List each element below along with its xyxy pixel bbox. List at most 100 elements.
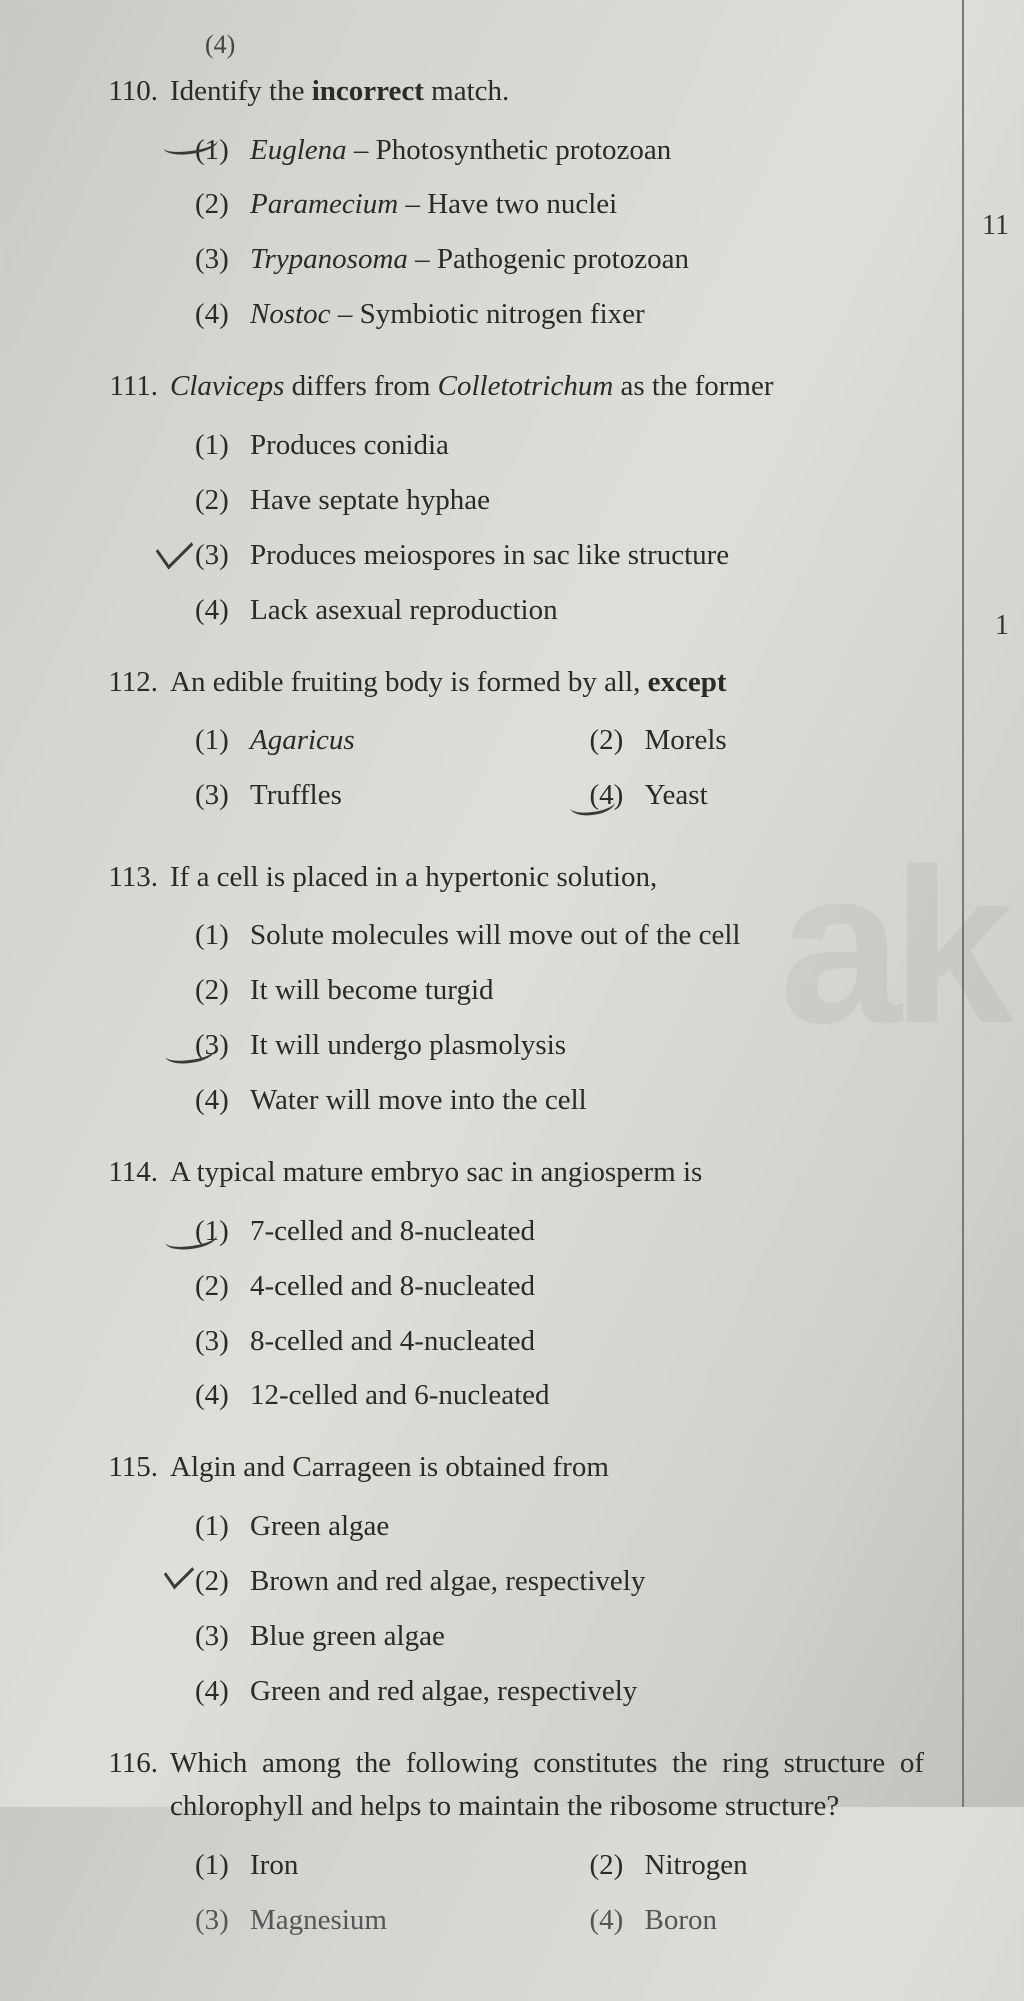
question-number: 112. <box>100 661 170 705</box>
option-number: (4) <box>195 1373 250 1418</box>
option-number: (2) <box>195 182 250 227</box>
option-text: Blue green algae <box>250 1614 984 1659</box>
option-number: (4) <box>195 1669 250 1714</box>
option: (1)7-celled and 8-nucleated <box>195 1209 984 1254</box>
pen-mark <box>156 526 194 569</box>
option: (4) Nostoc – Symbiotic nitrogen fixer <box>195 292 984 337</box>
question-number: 113. <box>100 856 170 900</box>
option: (3)Magnesium <box>195 1898 590 1943</box>
option-text: Truffles <box>250 773 590 818</box>
option-number: (3) <box>195 237 250 282</box>
option-number: (2) <box>195 1559 250 1604</box>
option-number: (2) <box>195 478 250 523</box>
option-number: (2) <box>195 1264 250 1309</box>
option: (4)Lack asexual reproduction <box>195 588 984 633</box>
question-stem: Which among the following constitutes th… <box>170 1742 984 1829</box>
option-text: It will become turgid <box>250 968 984 1013</box>
option: (3) Trypanosoma – Pathogenic protozoan <box>195 237 984 282</box>
option-text: Trypanosoma – Pathogenic protozoan <box>250 237 984 282</box>
question-stem: A typical mature embryo sac in angiosper… <box>170 1151 984 1195</box>
partial-previous-line: (4) <box>100 30 984 60</box>
option: (4)Water will move into the cell <box>195 1078 984 1123</box>
option: (1)Agaricus <box>195 718 590 763</box>
option-text: Nostoc – Symbiotic nitrogen fixer <box>250 292 984 337</box>
option-text: Brown and red algae, respectively <box>250 1559 984 1604</box>
question-stem: If a cell is placed in a hypertonic solu… <box>170 856 984 900</box>
option-number: (1) <box>195 913 250 958</box>
question-113: 113. If a cell is placed in a hypertonic… <box>100 856 984 1123</box>
option: (4)12-celled and 6-nucleated <box>195 1373 984 1418</box>
pen-mark <box>164 1554 194 1589</box>
option: (2)4-celled and 8-nucleated <box>195 1264 984 1309</box>
option-number: (4) <box>590 773 645 818</box>
option-number: (4) <box>590 1898 645 1943</box>
question-stem: Claviceps differs from Colletotrichum as… <box>170 365 984 409</box>
option: (2)Have septate hyphae <box>195 478 984 523</box>
option-text: It will undergo plasmolysis <box>250 1023 984 1068</box>
option: (1)Iron <box>195 1843 590 1888</box>
question-stem: Identify the incorrect match. <box>170 70 984 114</box>
option-text: Yeast <box>645 773 985 818</box>
question-stem: Algin and Carrageen is obtained from <box>170 1446 984 1490</box>
option: (1)Produces conidia <box>195 423 984 468</box>
option-text: Have septate hyphae <box>250 478 984 523</box>
option-text: 12-celled and 6-nucleated <box>250 1373 984 1418</box>
option-text: Boron <box>645 1898 985 1943</box>
option: (3)It will undergo plasmolysis <box>195 1023 984 1068</box>
option-number: (1) <box>195 718 250 763</box>
question-111: 111. Claviceps differs from Colletotrich… <box>100 365 984 632</box>
option-number: (2) <box>590 1843 645 1888</box>
option-text: Lack asexual reproduction <box>250 588 984 633</box>
question-number: 111. <box>100 365 170 409</box>
question-114: 114. A typical mature embryo sac in angi… <box>100 1151 984 1418</box>
option-number: (1) <box>195 128 250 173</box>
option-text: Produces conidia <box>250 423 984 468</box>
option-text: 8-celled and 4-nucleated <box>250 1319 984 1364</box>
option: (2) Paramecium – Have two nuclei <box>195 182 984 227</box>
option-number: (1) <box>195 1504 250 1549</box>
question-112: 112. An edible fruiting body is formed b… <box>100 661 984 828</box>
question-number: 110. <box>100 70 170 114</box>
option: (4)Yeast <box>590 773 985 818</box>
option-text: Paramecium – Have two nuclei <box>250 182 984 227</box>
option-number: (1) <box>195 1843 250 1888</box>
option-text: Nitrogen <box>645 1843 985 1888</box>
option-number: (3) <box>195 1023 250 1068</box>
option: (2)Nitrogen <box>590 1843 985 1888</box>
option: (1)Green algae <box>195 1504 984 1549</box>
option: (3)Produces meiospores in sac like struc… <box>195 533 984 578</box>
option: (2)Brown and red algae, respectively <box>195 1559 984 1604</box>
option-text: Green algae <box>250 1504 984 1549</box>
option-text: Agaricus <box>250 718 590 763</box>
option: (3)8-celled and 4-nucleated <box>195 1319 984 1364</box>
option: (4)Boron <box>590 1898 985 1943</box>
option: (4)Green and red algae, respectively <box>195 1669 984 1714</box>
option: (3)Truffles <box>195 773 590 818</box>
option-number: (3) <box>195 1319 250 1364</box>
question-number: 116. <box>100 1742 170 1786</box>
option-number: (2) <box>590 718 645 763</box>
option-number: (3) <box>195 1614 250 1659</box>
option-number: (4) <box>195 1078 250 1123</box>
option-number: (3) <box>195 773 250 818</box>
option-text: Magnesium <box>250 1898 590 1943</box>
option: (2)Morels <box>590 718 985 763</box>
question-number: 115. <box>100 1446 170 1490</box>
option-number: (4) <box>195 588 250 633</box>
option: (3)Blue green algae <box>195 1614 984 1659</box>
option-number: (1) <box>195 1209 250 1254</box>
option-text: Morels <box>645 718 985 763</box>
option-number: (2) <box>195 968 250 1013</box>
option-text: 4-celled and 8-nucleated <box>250 1264 984 1309</box>
option-text: Produces meiospores in sac like structur… <box>250 533 984 578</box>
option-number: (4) <box>195 292 250 337</box>
option-text: Euglena – Photosynthetic protozoan <box>250 128 984 173</box>
option-number: (3) <box>195 533 250 578</box>
question-number: 114. <box>100 1151 170 1195</box>
question-110: 110. Identify the incorrect match. (1) E… <box>100 70 984 337</box>
option-number: (3) <box>195 1898 250 1943</box>
option: (1)Solute molecules will move out of the… <box>195 913 984 958</box>
question-115: 115. Algin and Carrageen is obtained fro… <box>100 1446 984 1713</box>
option-text: Green and red algae, respectively <box>250 1669 984 1714</box>
option-number: (1) <box>195 423 250 468</box>
